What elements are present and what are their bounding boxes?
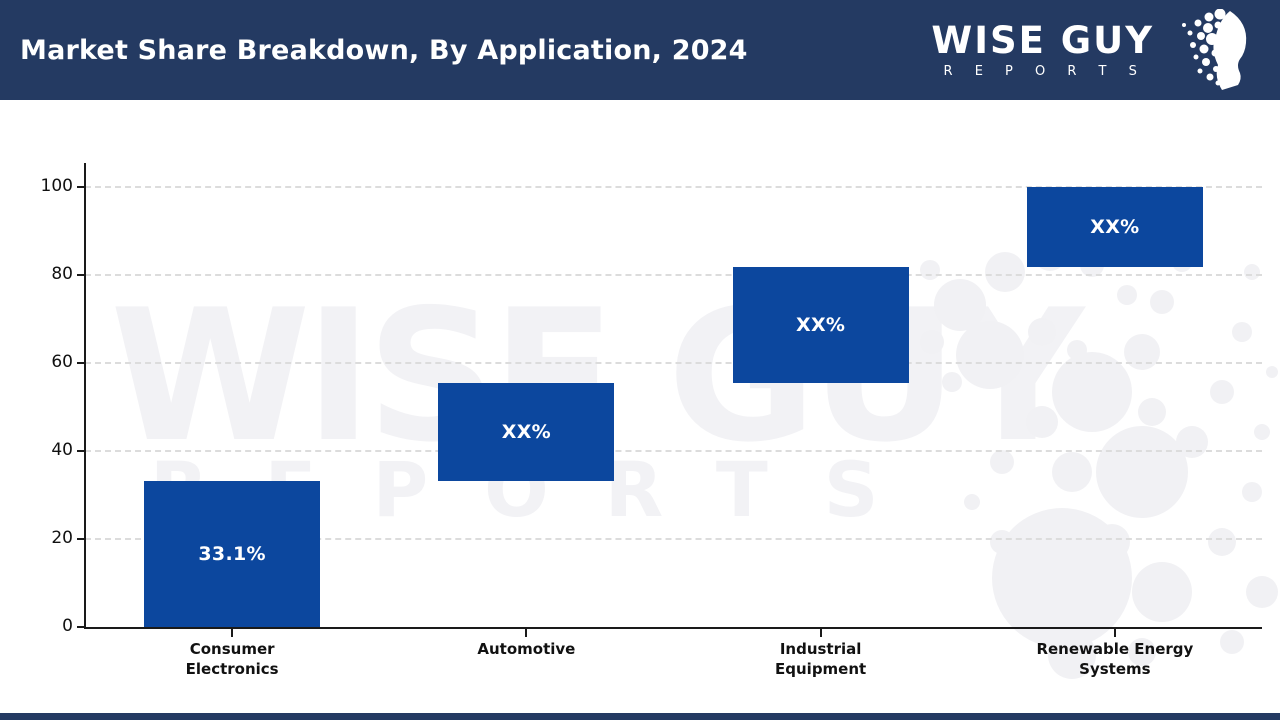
ytick-100: [77, 186, 85, 188]
ytick-0: [77, 626, 85, 628]
gridline-y60: [85, 362, 1262, 364]
gridline-y100: [85, 186, 1262, 188]
bar-value-label: XX%: [501, 421, 551, 444]
bar-renewable-energy: XX%: [1026, 187, 1203, 268]
bar-industrial: XX%: [732, 267, 909, 384]
xtick-0: [231, 629, 234, 637]
category-label-1: Automotive: [477, 640, 576, 658]
bar-value-label: XX%: [1090, 216, 1140, 239]
category-label-3: Renewable Energy Systems: [1036, 640, 1194, 678]
gridline-y20: [85, 538, 1262, 540]
chart-plot-area: WISE GUY REPORTS 0 20 40 60 80 100 33.1% Consum…: [0, 100, 1280, 713]
ytick-label-80: 80: [51, 264, 73, 284]
gridline-y80: [85, 274, 1262, 276]
ytick-40: [77, 450, 85, 452]
logo-wordmark: WISE GUY: [931, 19, 1154, 62]
ytick-label-0: 0: [62, 616, 73, 636]
y-axis: [84, 163, 86, 628]
logo-subtitle: R E P O R T S: [943, 64, 1146, 79]
bar-automotive: XX%: [438, 383, 615, 482]
bar-value-label: 33.1%: [198, 543, 266, 566]
ytick-60: [77, 362, 85, 364]
ytick-20: [77, 538, 85, 540]
x-axis: [84, 627, 1262, 629]
bar-value-label: XX%: [796, 314, 846, 337]
header-bar: Market Share Breakdown, By Application, …: [0, 0, 1280, 100]
ytick-label-40: 40: [51, 440, 73, 460]
ytick-label-60: 60: [51, 352, 73, 372]
xtick-2: [819, 629, 822, 637]
chart-title: Market Share Breakdown, By Application, …: [20, 34, 748, 66]
ytick-label-100: 100: [40, 176, 73, 196]
logo-face-icon: [1182, 9, 1247, 90]
xtick-3: [1113, 629, 1116, 637]
xtick-1: [525, 629, 528, 637]
ytick-label-20: 20: [51, 528, 73, 548]
category-label-2: Industrial Equipment: [775, 640, 867, 678]
gridline-y40: [85, 450, 1262, 452]
wise-guy-logo: WISE GUY R E P O R T S: [931, 9, 1252, 91]
category-label-0: Consumer Electronics: [185, 640, 279, 678]
footer-bar: [0, 713, 1280, 720]
ytick-80: [77, 274, 85, 276]
bar-consumer: 33.1%: [144, 481, 321, 627]
watermark-face-dots: [892, 239, 1278, 679]
